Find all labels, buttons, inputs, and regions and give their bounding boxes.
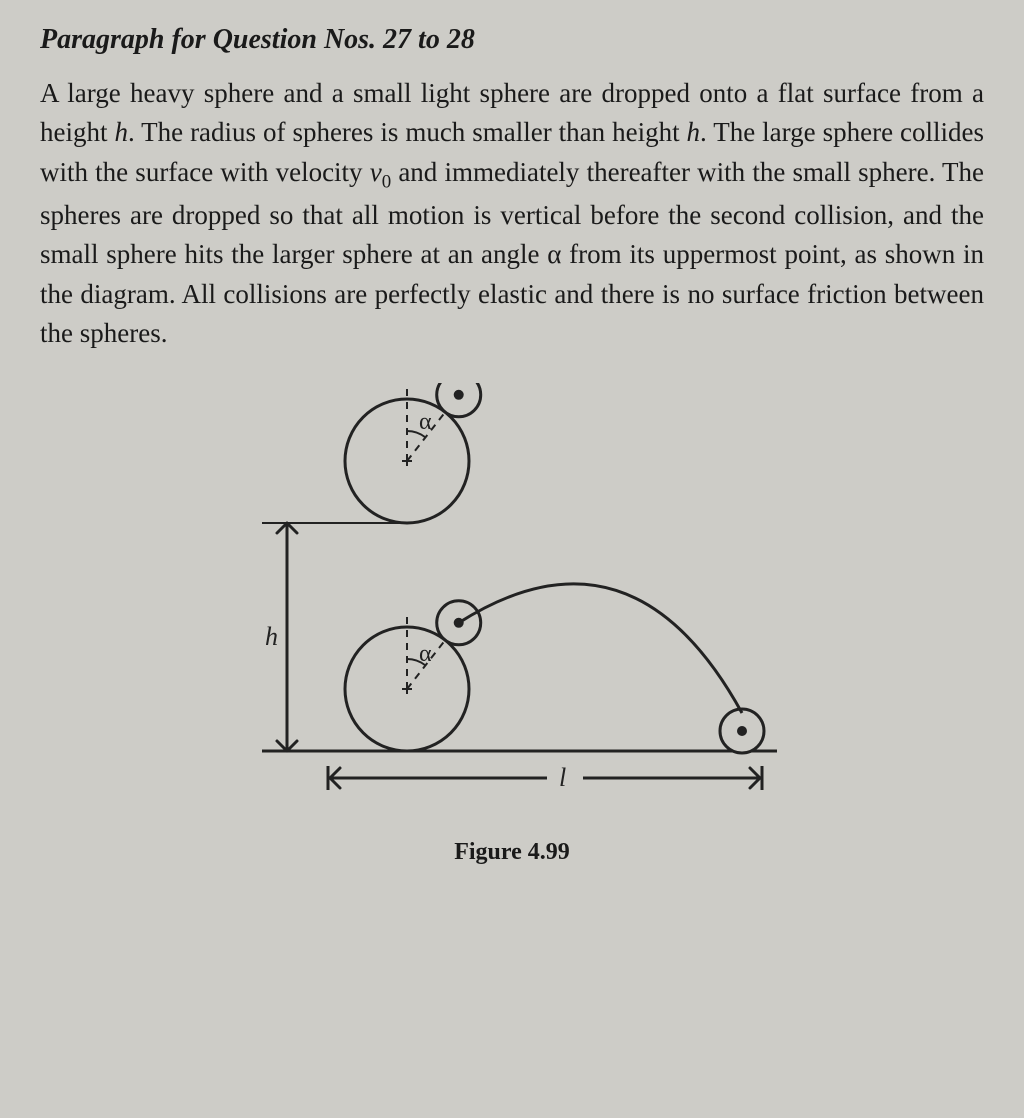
svg-text:h: h [265,622,278,651]
figure-caption: Figure 4.99 [454,839,570,866]
figure-diagram: h α α l [232,383,792,823]
var-v-sub: 0 [382,171,391,192]
svg-text:α: α [419,641,432,667]
paragraph-title: Paragraph for Question Nos. 27 to 28 [40,24,984,56]
figure-wrapper: h α α l Figure 4.99 [40,383,984,866]
text-part-2: . The radius of spheres is much smaller … [128,117,687,147]
var-h-2: h [687,117,701,147]
svg-text:α: α [419,409,432,435]
var-v: v [370,157,382,187]
var-h-1: h [114,117,128,147]
paragraph-body: A large heavy sphere and a small light s… [40,74,984,353]
page: Paragraph for Question Nos. 27 to 28 A l… [0,0,1024,1118]
svg-text:l: l [559,763,566,792]
